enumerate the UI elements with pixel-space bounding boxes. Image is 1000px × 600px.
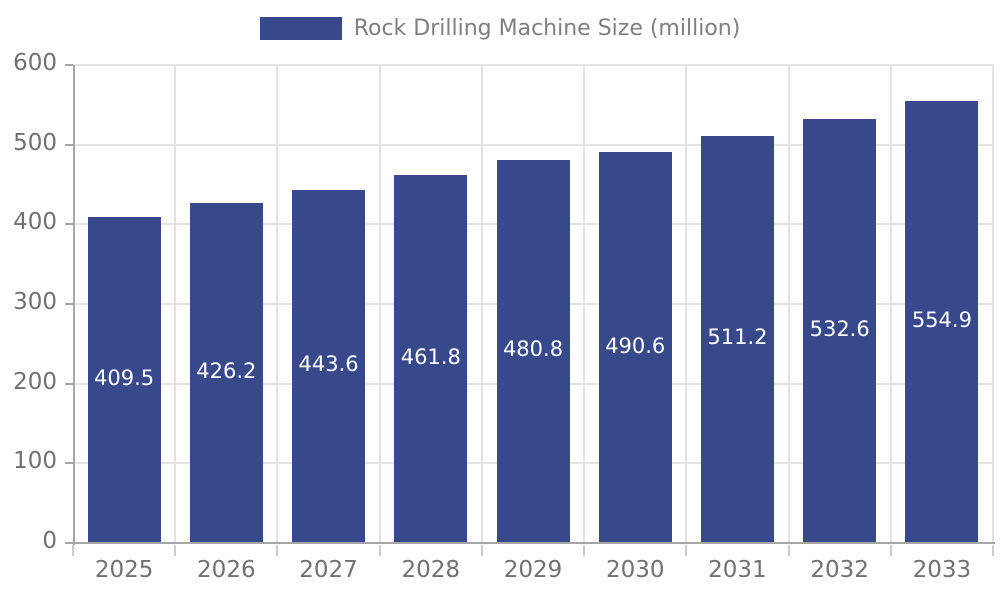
gridline-vertical: [583, 65, 586, 543]
x-axis-tick-label: 2033: [912, 557, 972, 583]
y-axis-tick: [65, 542, 73, 544]
y-axis-tick-label: 200: [13, 368, 57, 395]
gridline-vertical: [480, 65, 483, 543]
gridline-vertical: [378, 65, 381, 543]
y-axis-tick: [65, 143, 73, 146]
x-axis-tick: [889, 545, 892, 556]
y-axis-tick-label: 0: [42, 528, 57, 554]
bar-2027: [292, 189, 366, 543]
x-axis-line: [73, 542, 995, 544]
bar-2030: [598, 152, 672, 543]
x-axis-tick: [378, 545, 381, 556]
gridline-vertical: [992, 65, 994, 543]
gridline-horizontal: [73, 64, 993, 66]
bar-value-label: 480.8: [502, 337, 564, 362]
x-axis-tick: [480, 545, 483, 556]
legend-label: Rock Drilling Machine Size (million): [353, 16, 741, 41]
bar-value-label: 490.6: [605, 333, 666, 358]
gridline-vertical: [174, 65, 177, 543]
plot-area: 409.5 426.2 443.6 461.8 480.8 490.6 511.2 532.6…: [73, 64, 994, 543]
bar-2031: [700, 135, 774, 543]
x-axis-tick-label: 2025: [94, 557, 154, 583]
bar-value-label: 426.2: [196, 359, 257, 384]
x-axis-tick: [787, 545, 790, 556]
y-axis-tick-label: 100: [13, 448, 57, 475]
y-axis-tick: [65, 462, 73, 465]
gridline-vertical: [889, 65, 892, 543]
bar-2025: [87, 216, 161, 543]
x-axis-tick-label: 2029: [503, 557, 563, 583]
y-axis-line: [73, 65, 75, 545]
x-axis-tick: [583, 545, 586, 556]
y-axis-tick: [65, 223, 73, 226]
bar-value-label: 409.5: [94, 365, 155, 390]
bar-value-label: 443.6: [298, 352, 359, 377]
y-axis-tick-label: 400: [13, 209, 57, 236]
x-axis-tick-label: 2026: [197, 557, 256, 583]
x-axis-tick: [276, 545, 279, 556]
bar-2029: [496, 159, 570, 543]
gridline-vertical: [276, 65, 279, 543]
bar-value-label: 532.6: [809, 316, 870, 341]
gridline-horizontal: [73, 143, 993, 146]
x-axis-tick-label: 2031: [708, 557, 767, 583]
x-axis-tick-label: 2032: [810, 557, 869, 583]
x-axis-tick-label: 2030: [605, 557, 665, 583]
bar-2033: [905, 100, 979, 543]
y-axis-tick-label: 300: [13, 289, 57, 315]
gridline-vertical: [685, 65, 688, 543]
bar-value-label: 461.8: [400, 345, 461, 370]
x-axis-tick-label: 2027: [299, 557, 358, 583]
bar-2032: [803, 118, 877, 543]
y-axis-tick: [65, 64, 73, 66]
gridline-vertical: [787, 65, 790, 543]
x-axis-tick: [685, 545, 688, 556]
bar-2026: [189, 203, 263, 543]
y-axis-tick: [65, 382, 73, 385]
bar-value-label: 511.2: [707, 325, 768, 350]
y-axis-tick: [65, 303, 73, 305]
bar-2028: [394, 175, 468, 543]
x-axis-tick: [72, 545, 74, 556]
x-axis-tick: [992, 545, 994, 556]
legend-swatch-icon: [259, 17, 342, 40]
y-axis-tick-label: 600: [13, 50, 57, 76]
chart-legend: Rock Drilling Machine Size (million): [0, 16, 1000, 41]
bar-value-label: 554.9: [911, 307, 972, 332]
x-axis-tick: [174, 545, 177, 556]
y-axis-tick-label: 500: [13, 129, 57, 156]
x-axis-tick-label: 2028: [401, 557, 461, 583]
